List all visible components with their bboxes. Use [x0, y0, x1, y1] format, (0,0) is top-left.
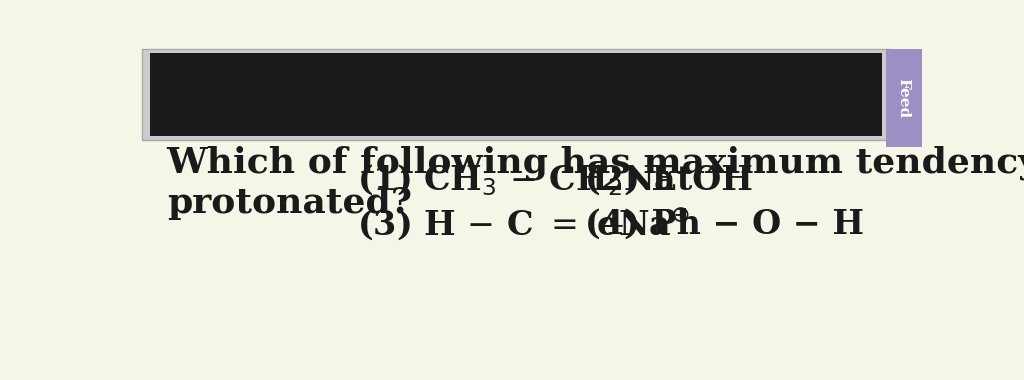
Bar: [142, 49, 890, 139]
Text: protonated?: protonated?: [167, 187, 412, 220]
Text: (3) H $-$ C $=$ eNa$^{\oplus}$: (3) H $-$ C $=$ eNa$^{\oplus}$: [356, 206, 690, 243]
Text: Feed: Feed: [897, 78, 910, 118]
Bar: [150, 52, 882, 136]
Text: Which of following has maximum tendency to be: Which of following has maximum tendency …: [167, 146, 1024, 180]
Bar: [886, 49, 922, 147]
Text: (2) EtOH: (2) EtOH: [586, 164, 753, 197]
Text: (1) CH$_3$ $-$ CH$_2$Na: (1) CH$_3$ $-$ CH$_2$Na: [356, 163, 676, 198]
Text: (4) Ph − O − H: (4) Ph − O − H: [586, 208, 864, 241]
